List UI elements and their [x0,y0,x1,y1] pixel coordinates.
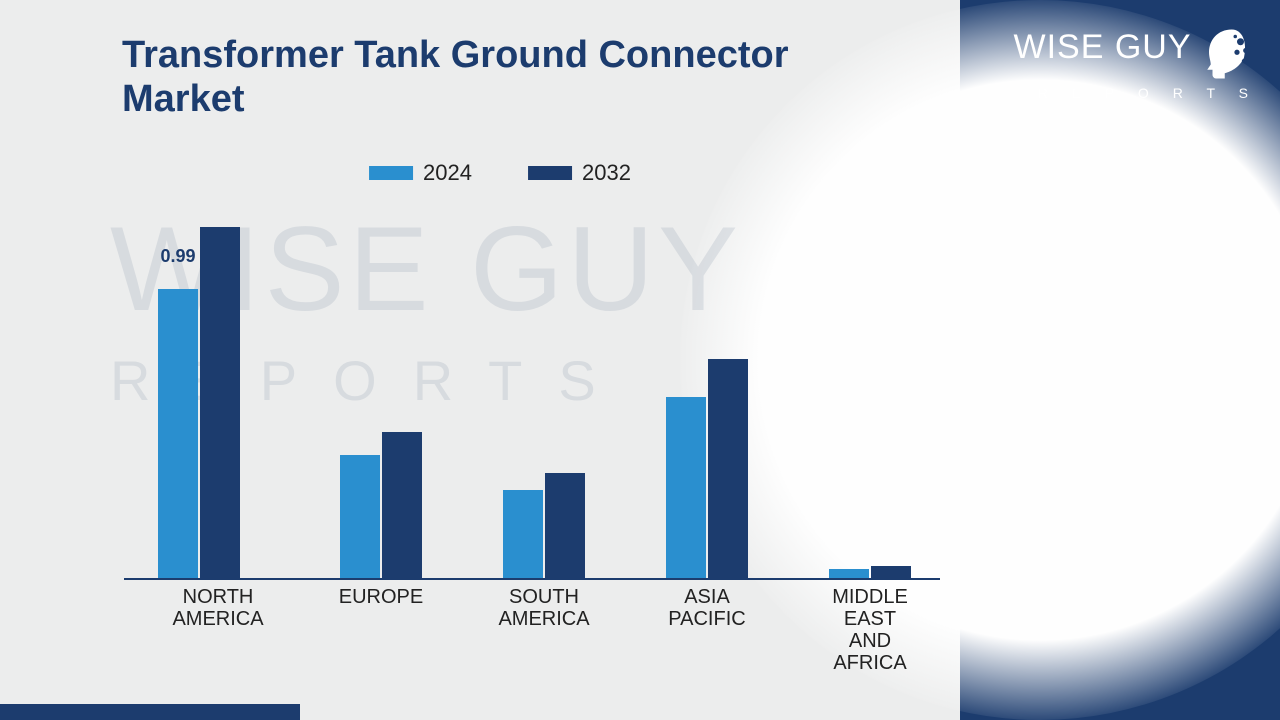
right-brand-panel: WISE GUY R E P O R T S [960,0,1280,720]
bar [158,289,198,578]
bar-pair: 0.99 [158,227,278,578]
category-label: SOUTH AMERICA [498,586,589,630]
bottom-accent-bar [0,704,300,720]
bar [382,432,422,578]
bar-pair [340,432,422,578]
bar [340,455,380,578]
bar-pair [829,566,911,578]
brand-logo: WISE GUY R E P O R T S [1014,26,1258,100]
bar-pair [666,359,748,578]
legend-label-2032: 2032 [582,160,631,186]
bar-value-label: 0.99 [158,246,198,267]
legend-item-2032: 2032 [528,160,631,186]
bar [829,569,869,578]
legend-swatch-2032 [528,166,572,180]
category-label: ASIA PACIFIC [668,586,745,630]
bar-group: 0.99NORTH AMERICA [158,227,278,578]
bar [545,473,585,578]
bar-pair [503,473,585,578]
bar [871,566,911,578]
brain-head-icon [1202,26,1258,82]
category-label: EUROPE [339,586,423,608]
bar [200,227,240,578]
legend-swatch-2024 [369,166,413,180]
legend-item-2024: 2024 [369,160,472,186]
plot-area: 0.99NORTH AMERICAEUROPESOUTH AMERICAASIA… [124,200,940,580]
bar-chart: Market Size in USD Billion 2024 2032 0.9… [60,160,940,700]
category-label: MIDDLE EAST AND AFRICA [832,586,908,674]
legend-label-2024: 2024 [423,160,472,186]
chart-title: Transformer Tank Ground Connector Market [122,34,822,121]
brand-name: WISE GUY [1014,30,1192,64]
legend: 2024 2032 [369,160,631,186]
bar [503,490,543,578]
page: WISE GUY R E P O R T S WISE GUY REPORTS … [0,0,1280,720]
brand-subline: R E P O R T S [1014,86,1258,100]
category-label: NORTH AMERICA [172,586,263,630]
bar [666,397,706,578]
bar [708,359,748,578]
